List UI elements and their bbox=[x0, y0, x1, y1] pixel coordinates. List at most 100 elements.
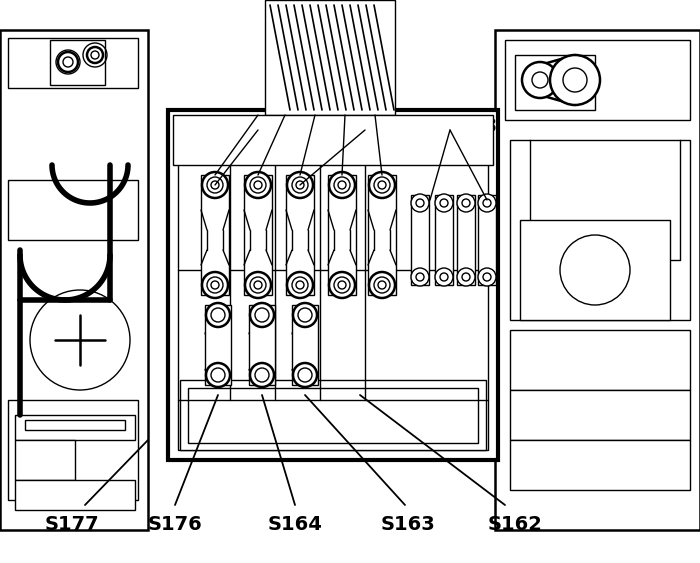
Circle shape bbox=[292, 277, 308, 293]
Bar bbox=[205, 305, 231, 385]
Circle shape bbox=[435, 268, 453, 286]
Circle shape bbox=[550, 55, 600, 105]
Circle shape bbox=[298, 368, 312, 382]
Bar bbox=[510, 390, 690, 440]
Circle shape bbox=[369, 172, 395, 198]
Bar bbox=[8, 400, 138, 500]
Circle shape bbox=[411, 194, 429, 212]
Circle shape bbox=[296, 181, 304, 189]
Bar bbox=[457, 195, 475, 285]
Circle shape bbox=[457, 194, 475, 212]
Bar bbox=[8, 38, 138, 88]
Circle shape bbox=[63, 57, 73, 67]
Bar bbox=[515, 55, 595, 110]
Circle shape bbox=[287, 172, 313, 198]
Circle shape bbox=[287, 272, 313, 298]
Circle shape bbox=[329, 272, 355, 298]
Circle shape bbox=[250, 303, 274, 327]
Circle shape bbox=[202, 272, 228, 298]
Circle shape bbox=[440, 273, 448, 281]
Bar bbox=[173, 115, 493, 165]
Circle shape bbox=[91, 51, 99, 59]
Circle shape bbox=[250, 277, 266, 293]
Circle shape bbox=[483, 273, 491, 281]
Circle shape bbox=[293, 303, 317, 327]
Bar bbox=[15, 440, 75, 480]
Bar bbox=[510, 330, 690, 390]
Text: S179: S179 bbox=[348, 118, 402, 136]
Bar bbox=[15, 415, 135, 440]
Circle shape bbox=[250, 363, 274, 387]
Bar bbox=[244, 175, 272, 295]
Bar bbox=[178, 120, 488, 450]
Circle shape bbox=[58, 52, 78, 72]
Bar bbox=[188, 388, 478, 443]
Bar bbox=[168, 110, 498, 460]
Circle shape bbox=[255, 308, 269, 322]
Circle shape bbox=[416, 199, 424, 207]
Circle shape bbox=[207, 177, 223, 193]
Bar bbox=[55, 310, 105, 368]
Circle shape bbox=[292, 177, 308, 193]
Bar bbox=[50, 40, 105, 85]
Circle shape bbox=[532, 72, 548, 88]
Text: S180: S180 bbox=[231, 118, 286, 136]
Circle shape bbox=[457, 268, 475, 286]
Bar bbox=[495, 30, 700, 530]
Bar bbox=[25, 420, 125, 430]
Circle shape bbox=[378, 281, 386, 289]
Circle shape bbox=[560, 235, 630, 305]
Circle shape bbox=[202, 172, 228, 198]
Bar bbox=[505, 40, 690, 120]
Text: S164: S164 bbox=[267, 516, 323, 534]
Bar bbox=[292, 305, 318, 385]
Circle shape bbox=[293, 363, 317, 387]
Circle shape bbox=[30, 290, 130, 390]
Circle shape bbox=[440, 199, 448, 207]
Bar bbox=[435, 195, 453, 285]
Circle shape bbox=[211, 181, 219, 189]
Circle shape bbox=[245, 272, 271, 298]
Circle shape bbox=[211, 308, 225, 322]
Circle shape bbox=[462, 273, 470, 281]
Bar bbox=[15, 480, 135, 510]
Circle shape bbox=[206, 363, 230, 387]
Circle shape bbox=[254, 281, 262, 289]
Text: S163: S163 bbox=[381, 516, 435, 534]
Circle shape bbox=[250, 177, 266, 193]
Bar bbox=[180, 380, 486, 450]
Circle shape bbox=[245, 172, 271, 198]
Text: S176: S176 bbox=[148, 516, 202, 534]
Bar bbox=[478, 195, 496, 285]
Circle shape bbox=[334, 277, 350, 293]
Circle shape bbox=[435, 194, 453, 212]
Circle shape bbox=[87, 47, 103, 63]
Circle shape bbox=[462, 199, 470, 207]
Bar bbox=[249, 305, 275, 385]
Bar bbox=[510, 440, 690, 490]
Circle shape bbox=[338, 181, 346, 189]
Circle shape bbox=[478, 268, 496, 286]
Circle shape bbox=[255, 368, 269, 382]
Bar bbox=[265, 0, 395, 115]
Circle shape bbox=[522, 62, 558, 98]
Circle shape bbox=[374, 277, 390, 293]
Text: S162: S162 bbox=[488, 516, 542, 534]
Circle shape bbox=[211, 368, 225, 382]
Circle shape bbox=[206, 303, 230, 327]
Text: S177: S177 bbox=[45, 516, 99, 534]
Bar bbox=[368, 175, 396, 295]
Circle shape bbox=[207, 277, 223, 293]
Circle shape bbox=[329, 172, 355, 198]
Bar bbox=[411, 195, 429, 285]
Circle shape bbox=[416, 273, 424, 281]
Bar bbox=[286, 175, 314, 295]
Circle shape bbox=[378, 181, 386, 189]
Bar bbox=[510, 140, 690, 320]
Bar bbox=[0, 30, 148, 530]
Circle shape bbox=[334, 177, 350, 193]
Circle shape bbox=[254, 181, 262, 189]
Circle shape bbox=[296, 281, 304, 289]
Bar bbox=[328, 175, 356, 295]
Bar bbox=[201, 175, 229, 295]
